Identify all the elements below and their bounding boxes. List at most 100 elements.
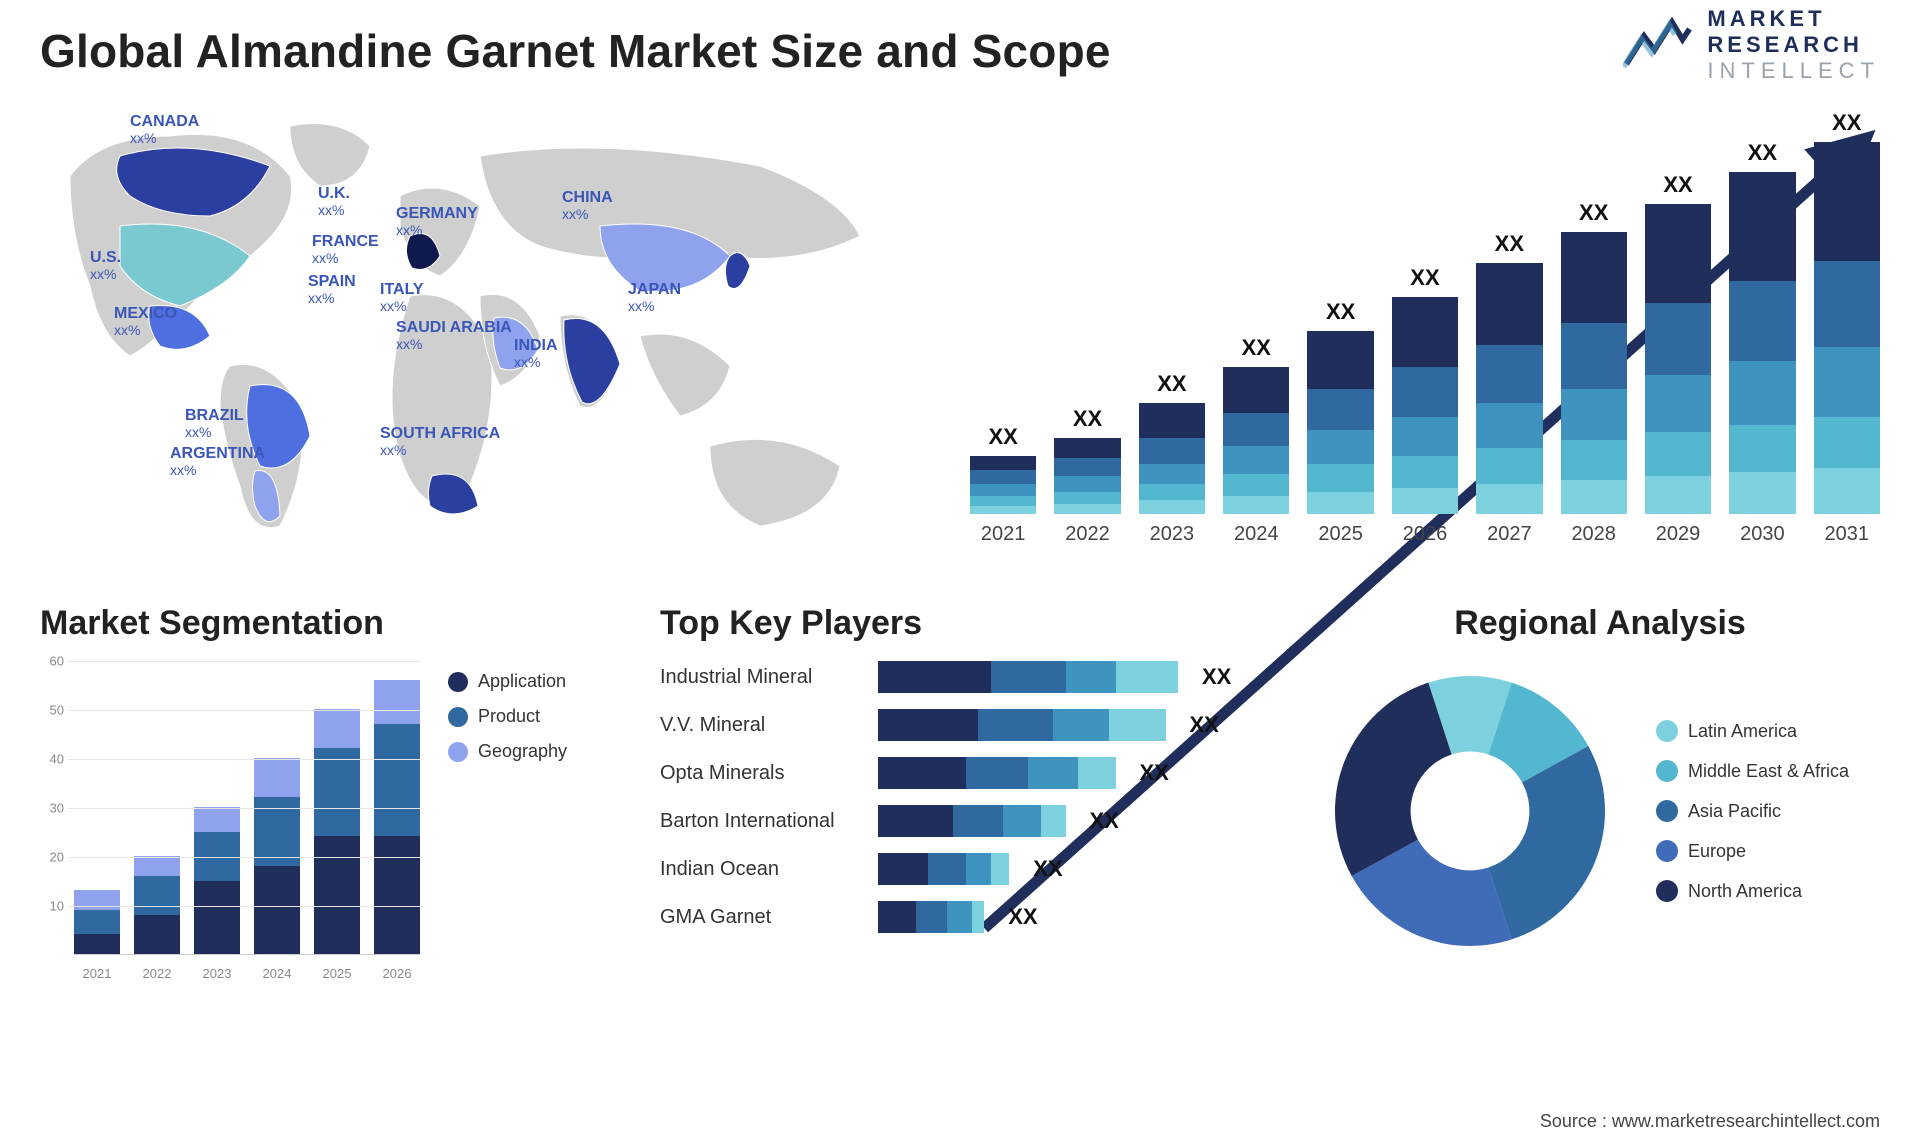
brand-logo: MARKET RESEARCH INTELLECT: [1623, 6, 1880, 84]
seg-bar: [374, 680, 420, 954]
player-value: XX: [1190, 712, 1219, 738]
legend-label: North America: [1688, 881, 1802, 902]
map-country-label: SOUTH AFRICAxx%: [380, 426, 500, 457]
donut-slice: [1488, 746, 1605, 939]
map-country-label: ITALYxx%: [380, 282, 424, 313]
regional-legend-row: Latin America: [1656, 720, 1849, 742]
logo-line2: RESEARCH: [1707, 32, 1880, 58]
map-country-label: U.K.xx%: [318, 186, 350, 217]
seg-xlabel: 2024: [254, 966, 300, 981]
seg-xlabel: 2021: [74, 966, 120, 981]
forecast-bar: XX: [970, 424, 1036, 514]
player-value: XX: [1202, 664, 1231, 690]
forecast-bar-label: XX: [1748, 140, 1777, 166]
forecast-bar: XX: [1645, 172, 1711, 514]
players-panel: Top Key Players Industrial Mineral XX V.V.…: [660, 604, 1260, 1064]
map-country-label: INDIAxx%: [514, 338, 558, 369]
seg-ylabel: 50: [40, 703, 64, 718]
map-country-label: GERMANYxx%: [396, 206, 478, 237]
page-title: Global Almandine Garnet Market Size and …: [40, 24, 1880, 78]
player-label: Industrial Mineral: [660, 666, 860, 689]
map-country-label: SPAINxx%: [308, 274, 356, 305]
legend-swatch-icon: [1656, 840, 1678, 862]
forecast-xlabel: 2029: [1645, 523, 1711, 546]
player-row: Opta MineralsXX: [660, 757, 1260, 789]
logo-mark-icon: [1623, 13, 1693, 78]
page-root: Global Almandine Garnet Market Size and …: [0, 0, 1920, 1146]
player-label: Opta Minerals: [660, 762, 860, 785]
forecast-bar-chart: XXXXXXXXXXXXXXXXXXXXXX 20212022202320242…: [970, 106, 1880, 546]
legend-swatch-icon: [1656, 880, 1678, 902]
legend-label: Geography: [478, 741, 567, 762]
forecast-bar-label: XX: [1579, 200, 1608, 226]
forecast-xlabel: 2025: [1307, 523, 1373, 546]
forecast-xlabel: 2026: [1392, 523, 1458, 546]
forecast-xlabel: 2028: [1561, 523, 1627, 546]
seg-xlabel: 2025: [314, 966, 360, 981]
map-country-label: ARGENTINAxx%: [170, 446, 265, 477]
legend-label: Application: [478, 671, 566, 692]
bottom-row: Market Segmentation 20212022202320242025…: [40, 604, 1880, 1064]
forecast-bar: XX: [1307, 299, 1373, 514]
player-label: Indian Ocean: [660, 858, 860, 881]
legend-swatch-icon: [1656, 760, 1678, 782]
forecast-bar: XX: [1561, 200, 1627, 514]
forecast-bar-label: XX: [1832, 110, 1861, 136]
players-title: Top Key Players: [660, 604, 1260, 643]
legend-swatch-icon: [1656, 720, 1678, 742]
seg-bar: [194, 807, 240, 954]
forecast-xlabel: 2031: [1814, 523, 1880, 546]
seg-xlabel: 2026: [374, 966, 420, 981]
forecast-bar-label: XX: [1242, 335, 1271, 361]
regional-donut: [1320, 661, 1620, 961]
segmentation-panel: Market Segmentation 20212022202320242025…: [40, 604, 600, 1064]
forecast-bar: XX: [1729, 140, 1795, 514]
seg-ylabel: 20: [40, 850, 64, 865]
legend-swatch-icon: [448, 672, 468, 692]
source-label: Source : www.marketresearchintellect.com: [1540, 1111, 1880, 1132]
legend-swatch-icon: [448, 742, 468, 762]
logo-line3: INTELLECT: [1707, 58, 1880, 84]
seg-xlabel: 2022: [134, 966, 180, 981]
forecast-bar-label: XX: [989, 424, 1018, 450]
forecast-bar: XX: [1139, 371, 1205, 514]
seg-ylabel: 10: [40, 899, 64, 914]
regional-legend-row: Asia Pacific: [1656, 800, 1849, 822]
forecast-bar: XX: [1054, 406, 1120, 514]
forecast-xlabel: 2027: [1476, 523, 1542, 546]
legend-label: Latin America: [1688, 721, 1797, 742]
forecast-bar-label: XX: [1326, 299, 1355, 325]
map-country-label: BRAZILxx%: [185, 408, 244, 439]
forecast-xlabel: 2023: [1139, 523, 1205, 546]
regional-legend: Latin AmericaMiddle East & AfricaAsia Pa…: [1656, 720, 1849, 902]
forecast-xlabel: 2030: [1729, 523, 1795, 546]
player-label: GMA Garnet: [660, 906, 860, 929]
seg-legend-row: Product: [448, 706, 567, 727]
forecast-bar: XX: [1814, 110, 1880, 514]
player-row: Barton InternationalXX: [660, 805, 1260, 837]
regional-legend-row: Europe: [1656, 840, 1849, 862]
seg-bar: [74, 890, 120, 954]
map-country-label: MEXICOxx%: [114, 306, 177, 337]
map-country-label: JAPANxx%: [628, 282, 681, 313]
forecast-xlabel: 2022: [1054, 523, 1120, 546]
forecast-xlabel: 2024: [1223, 523, 1289, 546]
top-row: CANADAxx%U.S.xx%MEXICOxx%BRAZILxx%ARGENT…: [40, 106, 1880, 546]
regional-legend-row: North America: [1656, 880, 1849, 902]
regional-panel: Regional Analysis Latin AmericaMiddle Ea…: [1320, 604, 1880, 1064]
map-country-label: SAUDI ARABIAxx%: [396, 320, 512, 351]
player-label: V.V. Mineral: [660, 714, 860, 737]
donut-slice: [1335, 683, 1452, 876]
player-value: XX: [1090, 808, 1119, 834]
map-country-label: U.S.xx%: [90, 250, 121, 281]
forecast-bar-label: XX: [1073, 406, 1102, 432]
legend-swatch-icon: [448, 707, 468, 727]
player-row: Indian OceanXX: [660, 853, 1260, 885]
forecast-bar: XX: [1392, 265, 1458, 514]
map-country-label: CHINAxx%: [562, 190, 613, 221]
forecast-bar-label: XX: [1157, 371, 1186, 397]
segmentation-chart: 202120222023202420252026 102030405060: [40, 661, 420, 981]
seg-bar: [314, 709, 360, 954]
seg-ylabel: 60: [40, 654, 64, 669]
seg-ylabel: 40: [40, 752, 64, 767]
